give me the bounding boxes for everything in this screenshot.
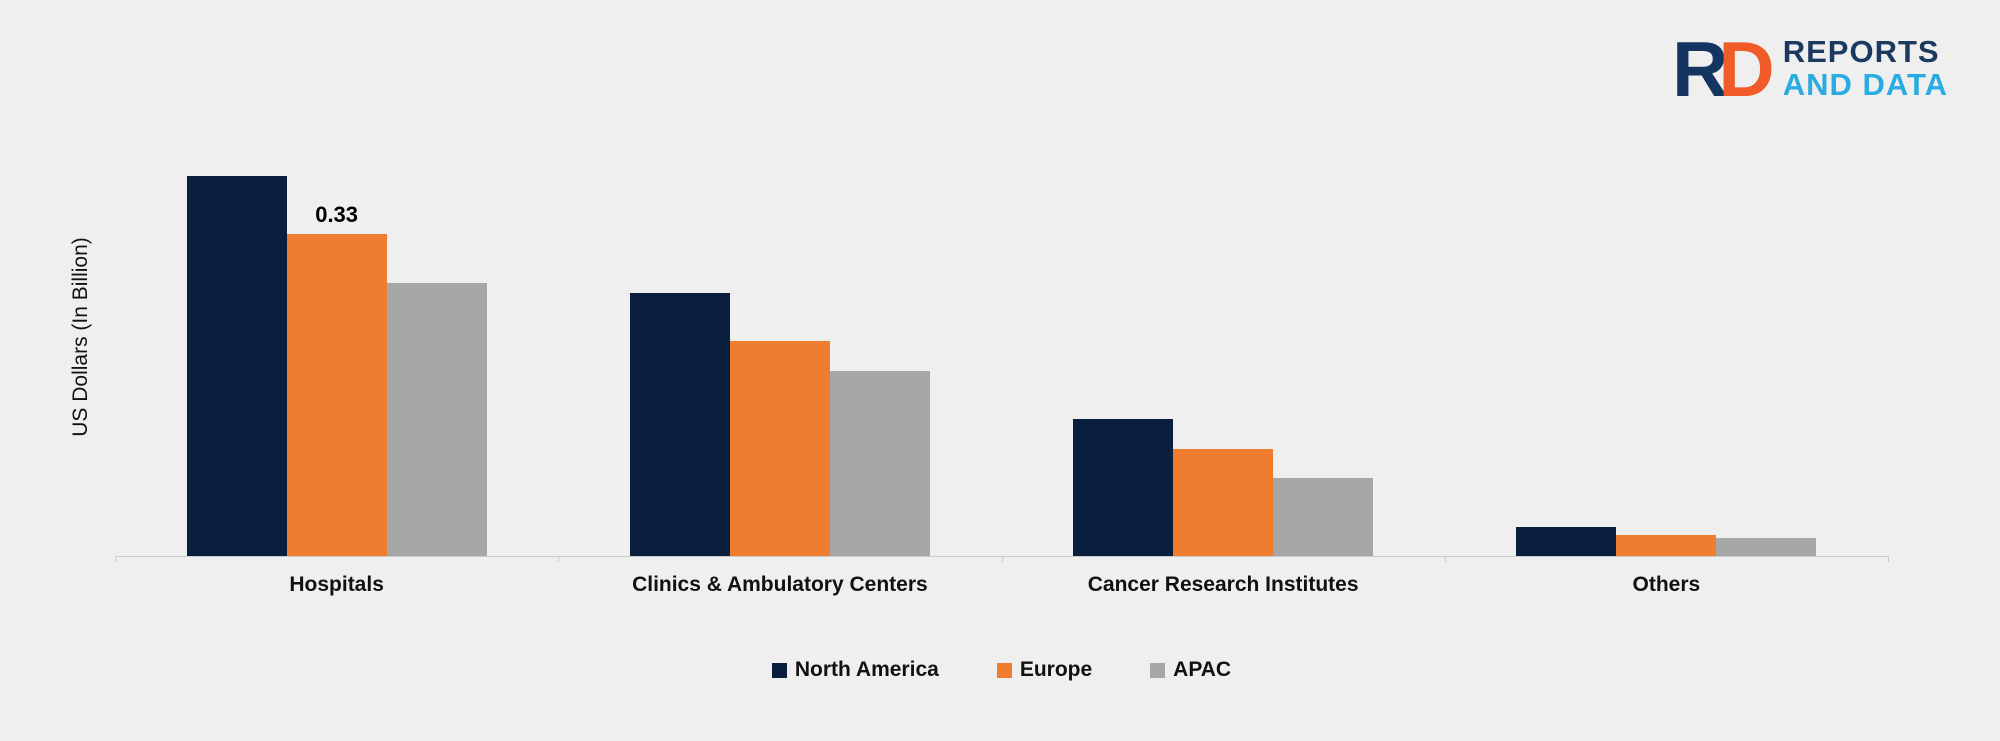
y-axis-label-wrap: US Dollars (In Billion) [58, 117, 104, 557]
bar-apac-clinics-ambulatory-centers [829, 371, 930, 556]
axis-ticks [115, 556, 1889, 562]
legend-label-europe: Europe [1019, 658, 1093, 681]
plot-area: 0.33 [115, 117, 1889, 562]
category-label-clinics-ambulatory-centers: Clinics & Ambulatory Centers [632, 573, 928, 596]
bar-europe-cancer-research-institutes [1173, 449, 1274, 556]
bar-europe-hospitals: 0.33 [286, 202, 387, 556]
bar-apac-hospitals [386, 283, 487, 556]
legend: North America Europe APAC [115, 658, 1888, 682]
logo-letter-r: R [1672, 25, 1728, 113]
grouped-bar-chart: 0.33 Hospitals Clinics & Ambulatory Cente… [115, 117, 1889, 597]
axis-tick [1001, 556, 1003, 562]
legend-swatch-north-america [771, 662, 787, 678]
logo-text-line2: AND DATA [1782, 67, 1948, 103]
data-label-europe-hospitals: 0.33 [315, 202, 359, 227]
category-label-cancer-research-institutes: Cancer Research Institutes [1087, 573, 1359, 596]
bar-north-america-clinics-ambulatory-centers [629, 293, 730, 556]
axis-tick [115, 556, 116, 562]
axis-tick [558, 556, 560, 562]
legend-item-north-america: North America [771, 658, 939, 682]
bar-europe-clinics-ambulatory-centers [729, 341, 830, 556]
legend-label-north-america: North America [794, 658, 939, 681]
reports-and-data-logo: R D REPORTS AND DATA [1672, 25, 1948, 113]
category-labels: Hospitals Clinics & Ambulatory Centers Can… [115, 573, 1888, 597]
logo-mark-icon: R D [1672, 25, 1775, 113]
logo-text: REPORTS AND DATA [1775, 34, 1948, 103]
y-axis-label: US Dollars (In Billion) [69, 237, 92, 437]
logo-letter-d: D [1718, 25, 1774, 113]
bar-north-america-cancer-research-institutes [1073, 419, 1174, 556]
bar-group-hospitals: 0.33 [115, 117, 558, 556]
bar-north-america-hospitals [186, 176, 287, 556]
legend-swatch-apac [1150, 662, 1166, 678]
legend-item-apac: APAC [1150, 658, 1231, 682]
legend-item-europe: Europe [996, 658, 1093, 682]
axis-tick [1444, 556, 1446, 562]
bar-group-cancer-research-institutes [1002, 117, 1445, 556]
bar-europe-others [1616, 535, 1717, 556]
logo-text-line1: REPORTS [1782, 34, 1940, 70]
category-label-others: Others [1632, 573, 1701, 596]
axis-tick [1888, 556, 1889, 562]
bar-apac-cancer-research-institutes [1273, 478, 1374, 556]
legend-label-apac: APAC [1173, 658, 1232, 681]
bar-group-others [1445, 117, 1888, 556]
bar-apac-others [1716, 538, 1817, 556]
bar-north-america-others [1516, 527, 1617, 556]
bar-group-clinics-ambulatory-centers [558, 117, 1001, 556]
legend-swatch-europe [996, 662, 1012, 678]
category-label-hospitals: Hospitals [289, 573, 384, 596]
